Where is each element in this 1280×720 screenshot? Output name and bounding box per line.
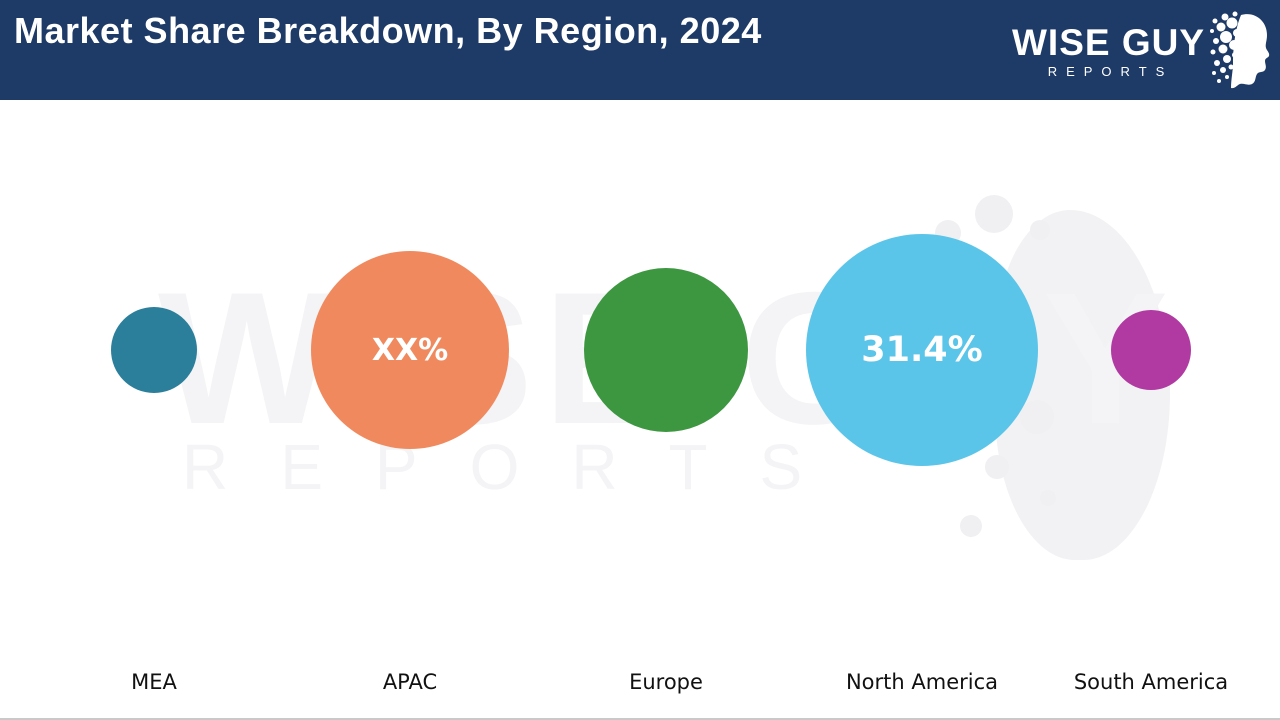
bubble-apac[interactable]: XX% (311, 251, 509, 449)
watermark-subtitle: REPORTS (182, 431, 855, 503)
bubble-chart-canvas: WISE GUY REPORTS XX%31.4% MEAAPACEuropeN… (0, 100, 1280, 714)
bubble-south-america[interactable] (1111, 310, 1191, 390)
category-label-europe: Europe (629, 670, 703, 694)
category-label-south-america: South America (1073, 670, 1229, 694)
logo-wordmark: WISE GUY (1012, 21, 1206, 63)
logo-text: WISE GUY REPORTS (1012, 24, 1205, 79)
watermark-dot (1030, 220, 1050, 240)
bubble-mea[interactable] (111, 307, 197, 393)
bubble-value-north-america: 31.4% (861, 330, 983, 370)
category-label-north-america: North America (845, 670, 999, 694)
bubble-north-america[interactable]: 31.4% (806, 234, 1038, 466)
category-label-mea: MEA (131, 670, 177, 694)
logo-face-icon (1210, 11, 1270, 89)
watermark-dot (975, 195, 1013, 233)
bottom-border-line (0, 718, 1280, 720)
logo-subtitle: REPORTS (1047, 63, 1174, 79)
header-bar: Market Share Breakdown, By Region, 2024 … (0, 0, 1280, 100)
category-label-apac: APAC (382, 670, 438, 694)
watermark-dot (985, 455, 1009, 479)
wise-guy-reports-logo: WISE GUY REPORTS (1012, 8, 1270, 94)
bubble-value-apac: XX% (371, 332, 449, 368)
watermark-dot (1020, 400, 1054, 434)
page-title: Market Share Breakdown, By Region, 2024 (14, 10, 762, 51)
watermark-dot (1040, 490, 1056, 506)
watermark-dot (960, 515, 982, 537)
bubble-europe[interactable] (584, 268, 748, 432)
